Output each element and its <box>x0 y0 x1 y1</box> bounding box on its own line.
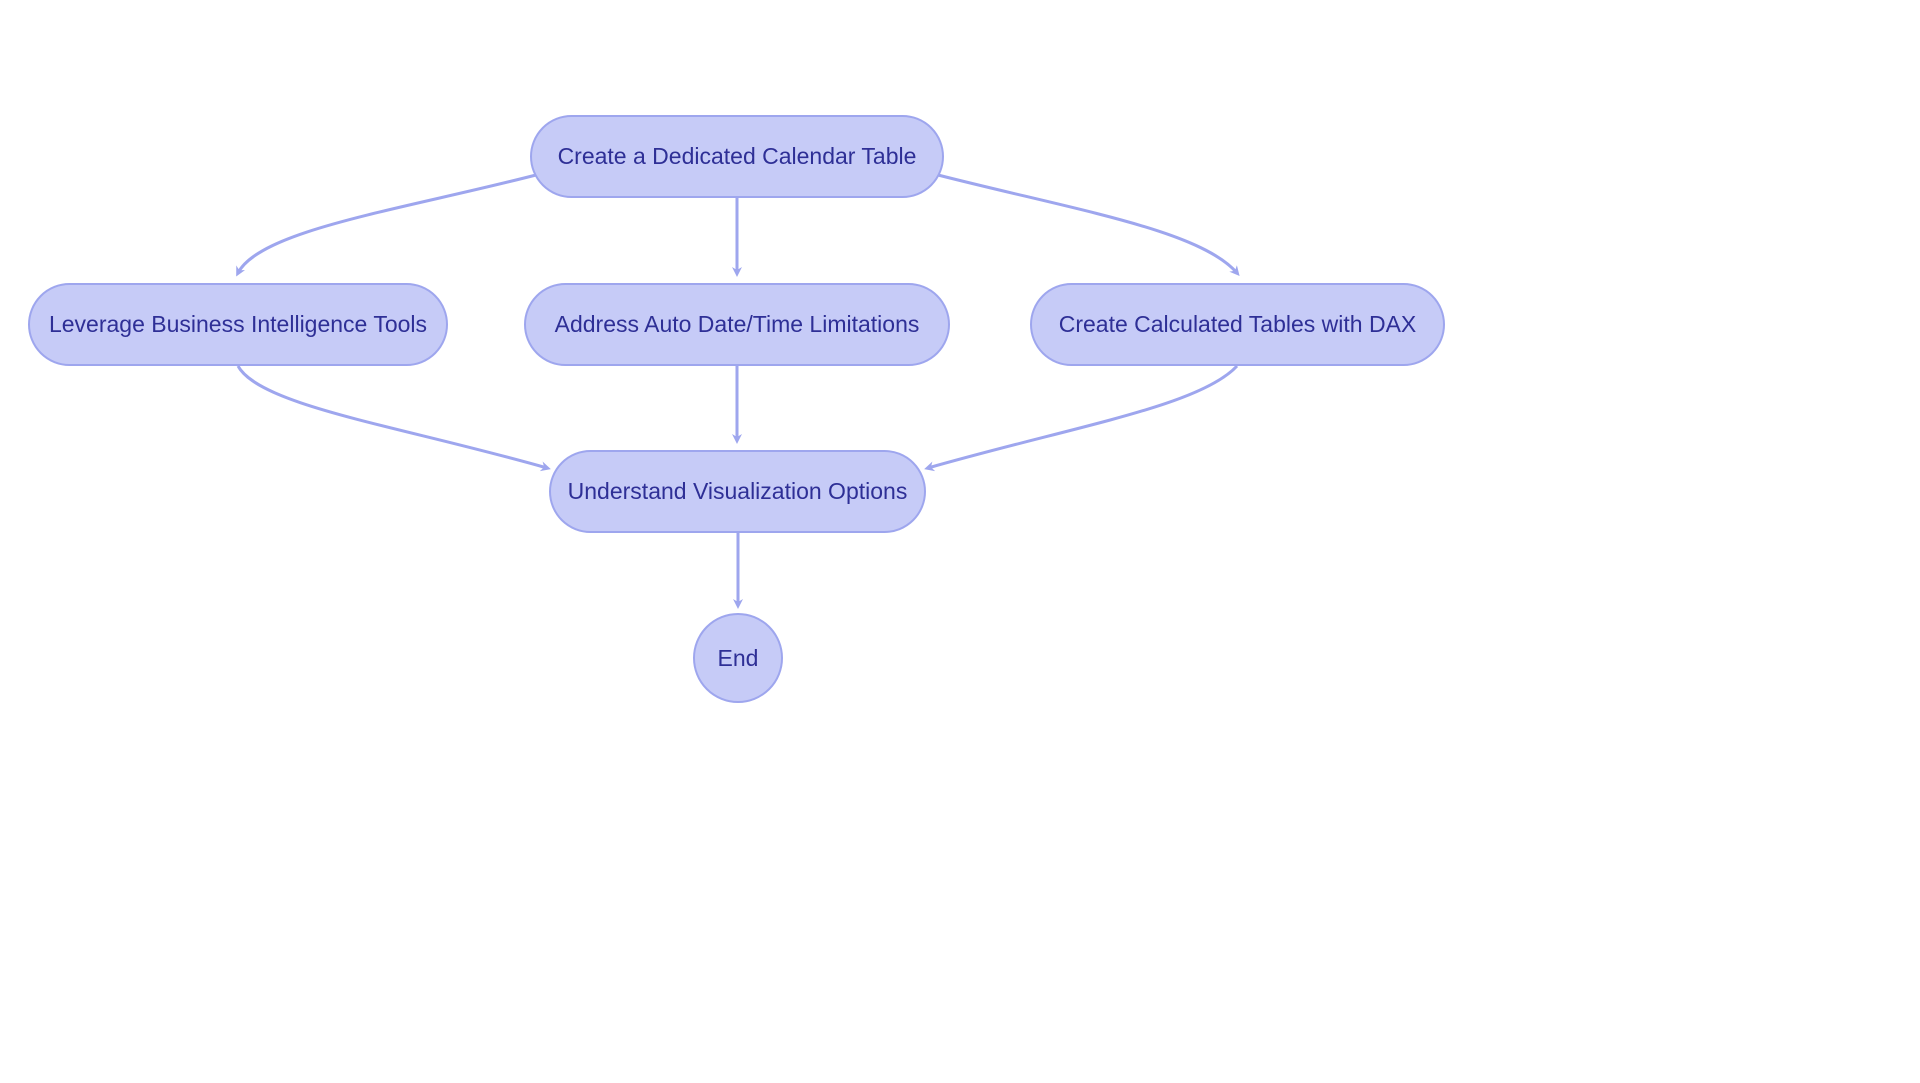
node-label: Understand Visualization Options <box>568 478 908 505</box>
flowchart-node-n1: Leverage Business Intelligence Tools <box>28 283 448 366</box>
flowchart-node-n0: Create a Dedicated Calendar Table <box>530 115 944 198</box>
edge-n0-n3 <box>938 175 1237 273</box>
node-label: Create Calculated Tables with DAX <box>1059 311 1417 338</box>
flowchart-node-n5: End <box>693 613 783 703</box>
flowchart-node-n4: Understand Visualization Options <box>549 450 926 533</box>
flowchart-edges-layer <box>0 0 1920 1083</box>
edge-n3-n4 <box>928 366 1237 468</box>
edge-n1-n4 <box>238 366 547 468</box>
node-label: Create a Dedicated Calendar Table <box>558 143 917 170</box>
node-label: End <box>718 645 759 672</box>
node-label: Address Auto Date/Time Limitations <box>555 311 920 338</box>
edge-n0-n1 <box>238 175 536 273</box>
flowchart-node-n3: Create Calculated Tables with DAX <box>1030 283 1445 366</box>
node-label: Leverage Business Intelligence Tools <box>49 311 427 338</box>
flowchart-node-n2: Address Auto Date/Time Limitations <box>524 283 950 366</box>
